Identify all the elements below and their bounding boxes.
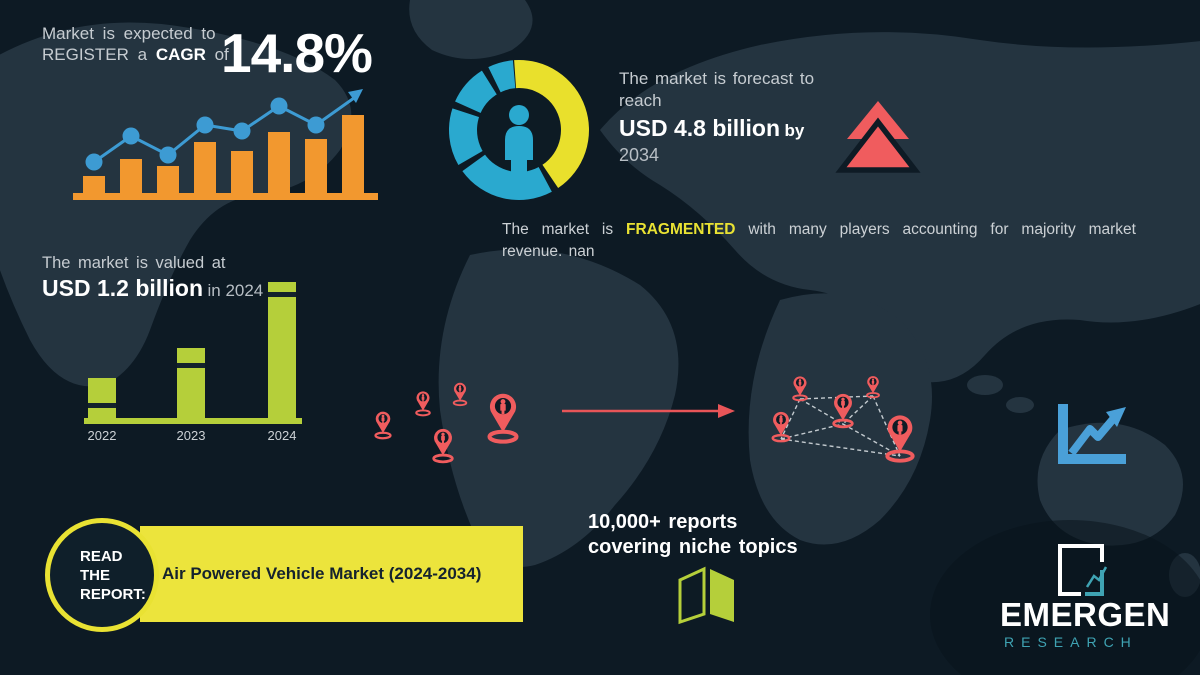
location-pin-icon	[866, 375, 880, 399]
brand-subtitle: RESEARCH	[1004, 634, 1138, 650]
read-report-line3: REPORT:	[80, 585, 146, 603]
valuation-baseline	[84, 418, 302, 424]
valuation-block: The market is valued at USD 1.2 billion …	[42, 254, 263, 302]
line-chart-arrow-icon	[1058, 404, 1126, 464]
valuation-suffix: in 2024	[207, 281, 264, 300]
valuation-value: USD 1.2 billion	[42, 275, 204, 301]
forecast-by: by	[784, 121, 805, 140]
double-arrow-up-icon	[835, 101, 921, 173]
forecast-value-row: USD 4.8 billion by	[619, 115, 814, 142]
svg-text:2023: 2023	[177, 428, 206, 443]
forecast-line1: The market is forecast to	[619, 69, 815, 88]
brand-name[interactable]: EMERGEN	[1000, 596, 1171, 633]
cagr-keyword: CAGR	[155, 45, 206, 64]
cagr-trend-chart	[73, 89, 378, 200]
forecast-value: USD 4.8 billion	[619, 115, 781, 141]
svg-text:2024: 2024	[268, 428, 297, 443]
valuation-year-labels: 2022 2023 2024	[88, 428, 297, 443]
market-share-donut-chart	[449, 60, 589, 200]
valuation-line1: The market is valued at	[42, 254, 226, 272]
cagr-caption-line2: REGISTER a CAGR of	[42, 45, 229, 64]
location-pin-icon	[452, 381, 468, 407]
reports-count-block: 10,000+ reports covering niche topics	[588, 510, 798, 560]
location-pin-icon	[490, 394, 517, 442]
fragmented-statement: The market is FRAGMENTED with many playe…	[502, 221, 1136, 260]
cagr-caption: Market is expected to REGISTER a CAGR of	[42, 23, 229, 65]
location-pin-icon	[432, 427, 454, 464]
location-pin-icon	[374, 410, 392, 440]
read-report-button[interactable]: READ THE REPORT:	[45, 518, 159, 632]
players-pins-network-right	[771, 375, 915, 463]
open-book-icon	[678, 566, 734, 625]
person-icon	[505, 105, 533, 177]
read-report-line1: READ	[80, 547, 123, 565]
read-report-line2: THE	[80, 566, 110, 584]
valuation-bar-chart: 2022 2023 2024	[84, 282, 302, 443]
valuation-bars	[88, 282, 296, 418]
location-pin-icon	[832, 392, 854, 429]
cagr-bars	[83, 115, 364, 193]
location-pin-icon	[885, 413, 915, 463]
forecast-line2: reach	[619, 91, 662, 110]
players-pins-cluster-left	[374, 381, 535, 464]
reports-count-line2: covering niche topics	[588, 536, 798, 558]
svg-text:2022: 2022	[88, 428, 117, 443]
emergen-square-logo-icon[interactable]	[1054, 540, 1108, 600]
cagr-baseline	[73, 193, 378, 200]
reports-count-line1: 10,000+ reports	[588, 511, 738, 533]
donut-segments	[449, 60, 589, 200]
forecast-year: 2034	[619, 145, 660, 165]
location-pin-icon	[792, 375, 808, 402]
cagr-trend-line	[85, 89, 363, 171]
location-pin-icon	[415, 390, 431, 417]
forecast-block: The market is forecast to reach USD 4.8 …	[619, 68, 814, 166]
cagr-caption-line1: Market is expected to	[42, 24, 216, 43]
report-banner-text: Air Powered Vehicle Market (2024-2034)	[162, 564, 482, 583]
flow-arrow	[562, 404, 735, 418]
report-banner[interactable]: Air Powered Vehicle Market (2024-2034)	[140, 526, 523, 622]
fragmented-highlight: FRAGMENTED	[626, 221, 736, 238]
cagr-value: 14.8%	[221, 22, 373, 84]
